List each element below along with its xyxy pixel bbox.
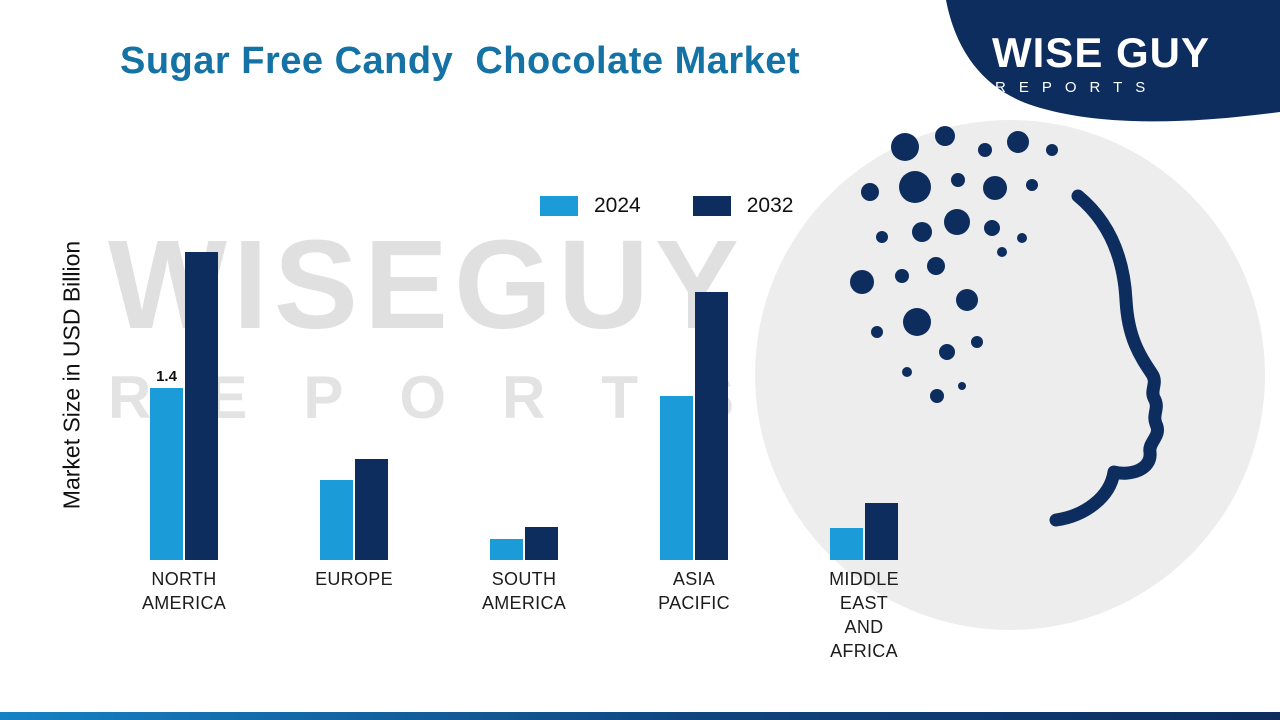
bar-group: MIDDLE EAST AND AFRICA [829, 240, 899, 661]
bar-wrap [865, 503, 898, 560]
bar-2024 [490, 539, 523, 560]
bar-group: ASIA PACIFIC [658, 240, 730, 613]
legend-swatch-2024 [540, 196, 578, 216]
category-label: EUROPE [315, 569, 393, 589]
y-axis-label: Market Size in USD Billion [58, 240, 85, 510]
bar-2024 [660, 396, 693, 560]
bar-wrap [525, 527, 558, 560]
page-title: Sugar Free Candy Chocolate Market [120, 40, 801, 82]
legend-item-2024: 2024 [540, 194, 641, 218]
legend-label-2032: 2032 [746, 194, 794, 217]
bar-2032 [865, 503, 898, 560]
bar-wrap [355, 459, 388, 560]
category-label: NORTH AMERICA [141, 569, 227, 613]
bar-value-label: 1.4 [156, 368, 177, 385]
logo-wise-guy-text: WISE GUY [992, 29, 1211, 76]
bar-2024 [150, 388, 183, 560]
logo-reports-text: REPORTS [995, 79, 1159, 96]
bar-2024 [830, 528, 863, 560]
bar-wrap [185, 252, 218, 560]
category-label: ASIA PACIFIC [658, 569, 730, 613]
bar-2032 [695, 292, 728, 560]
chart-legend: 2024 2032 [540, 194, 793, 218]
bar-pair [660, 292, 728, 560]
legend-label-2024: 2024 [594, 194, 641, 217]
bar-wrap [660, 396, 693, 560]
bar-wrap: 1.4 [150, 368, 183, 560]
footer-color-strip [0, 712, 1280, 720]
bar-pair [490, 527, 558, 560]
bar-wrap [830, 528, 863, 560]
bar-pair [830, 503, 898, 560]
bar-wrap [320, 480, 353, 560]
plot-area: 1.4 NORTH AMERICA EUROPE SOUTH AMERICA ASIA … [99, 240, 949, 661]
bar-2024 [320, 480, 353, 560]
category-label: SOUTH AMERICA [481, 569, 567, 613]
category-label: MIDDLE EAST AND AFRICA [829, 569, 899, 661]
wise-guy-reports-logo: WISE GUY REPORTS [992, 29, 1211, 96]
bar-group: SOUTH AMERICA [482, 240, 566, 613]
bar-pair [320, 459, 388, 560]
bar-wrap [490, 539, 523, 560]
bar-2032 [185, 252, 218, 560]
legend-item-2032: 2032 [692, 194, 794, 218]
bar-group: EUROPE [315, 240, 393, 589]
bar-wrap [695, 292, 728, 560]
face-profile-outline [1049, 189, 1164, 527]
bar-2032 [525, 527, 558, 560]
bar-group: 1.4 NORTH AMERICA [142, 240, 226, 613]
bar-pair: 1.4 [150, 252, 218, 560]
legend-swatch-2032 [692, 196, 731, 216]
bar-2032 [355, 459, 388, 560]
